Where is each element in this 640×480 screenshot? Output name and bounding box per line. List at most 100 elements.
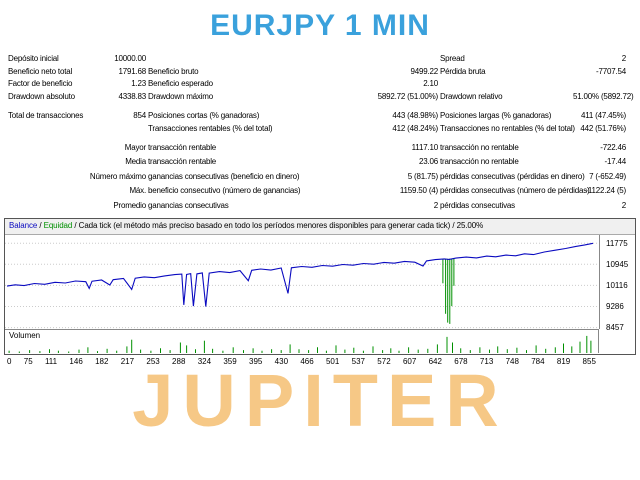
x-axis-label: 784	[531, 356, 545, 366]
stat-label	[440, 77, 573, 90]
legend-separator: /	[37, 220, 44, 230]
x-axis-label: 359	[223, 356, 237, 366]
legend-model-description: Cada tick (el método más preciso basado …	[78, 220, 484, 230]
x-axis-label: 642	[428, 356, 442, 366]
stat-label: ganancias consecutivas	[148, 200, 229, 210]
x-axis-label: 75	[23, 356, 33, 366]
x-axis-label: 111	[44, 356, 58, 366]
stat-label: Drawdown máximo	[148, 91, 214, 101]
stat-value: 4338.83	[118, 91, 146, 101]
x-axis-label: 146	[69, 356, 83, 366]
stat-label: transacción rentable	[148, 157, 217, 167]
stat-label: Beneficio esperado	[148, 79, 213, 89]
stats-row-deposit: Depósito inicial 10000.00 Spread 2	[8, 52, 628, 65]
x-axis-label: 288	[172, 356, 186, 366]
stat-value: 2	[433, 200, 438, 210]
stat-value: 442 (51.76%)	[580, 123, 626, 133]
stat-value: 1.23	[131, 79, 146, 89]
stat-label: pérdidas consecutivas (número de pérdida…	[440, 186, 590, 196]
stat-group-label: Máx.	[129, 186, 146, 196]
page-title: EURJPY 1 MIN	[210, 9, 430, 42]
stat-label: Transacciones no rentables (% del total)	[440, 123, 575, 133]
stats-row-largest: Mayor transacción rentable 1117.10 trans…	[8, 135, 628, 154]
stat-label: pérdidas consecutivas	[440, 200, 515, 210]
stat-label: beneficio consecutivo (número de gananci…	[148, 186, 301, 196]
stat-label	[8, 122, 104, 135]
stat-value: 1159.50 (4)	[399, 186, 438, 196]
legend-equity-label: Equidad	[43, 220, 73, 230]
stat-value	[348, 52, 440, 65]
x-axis-labels: 0 75 111 146 182 217 253 288 324 359 395 430 466 501 5…	[7, 357, 596, 366]
stats-row-max-consecutive: Número máximo ganancias consecutivas (be…	[8, 168, 628, 183]
stat-label: ganancias consecutivas (beneficio en din…	[148, 171, 300, 181]
chart-legend: Balance / Equidad / Cada tick (el método…	[5, 218, 635, 235]
stat-label: Transacciones rentables (% del total)	[148, 123, 273, 133]
stat-label: Posiciones cortas (% ganadoras)	[148, 111, 260, 121]
x-axis-label: 537	[351, 356, 365, 366]
legend-separator: /	[72, 220, 79, 230]
stat-group-label: Promedio	[113, 200, 146, 210]
stats-row-profit-trades: Transacciones rentables (% del total) 41…	[8, 122, 628, 135]
volume-label: Volumen	[9, 330, 41, 340]
x-axis-label: 819	[556, 356, 571, 366]
stat-value: 23.06	[418, 157, 438, 167]
legend-balance-label: Balance	[9, 220, 38, 230]
stat-value: 2	[621, 200, 626, 210]
stat-group-label: Media	[125, 157, 146, 167]
stat-value: 1117.10	[411, 142, 439, 152]
stat-value: 10000.00	[114, 54, 146, 63]
y-axis-label: 10945	[606, 259, 629, 269]
stat-value: -7707.54	[596, 66, 626, 76]
stat-value: 2	[621, 54, 626, 63]
stat-value: 5 (81.75)	[407, 171, 438, 181]
watermark: JUPITER	[132, 358, 508, 442]
stats-row-drawdown: Drawdown absoluto 4338.83 Drawdown máxim…	[8, 90, 634, 103]
stat-value: 5892.72 (51.00%)	[377, 91, 439, 101]
y-axis-label: 10116	[606, 280, 628, 290]
stat-value: 411 (47.45%)	[580, 111, 626, 121]
stat-label: transacción rentable	[148, 142, 217, 152]
x-axis-label: 855	[582, 356, 596, 366]
x-axis-label: 217	[120, 356, 135, 366]
y-axis-label: 9286	[606, 302, 624, 312]
stat-label: Posiciones largas (% ganadoras)	[440, 111, 552, 121]
x-axis-label: 501	[325, 356, 340, 366]
stat-label: Factor de beneficio	[8, 79, 73, 89]
x-axis-label: 395	[249, 356, 263, 366]
balance-chart: Balance / Equidad / Cada tick (el método…	[4, 217, 636, 355]
stat-value: -722.46	[600, 142, 626, 152]
stat-label: Spread	[440, 54, 465, 63]
stat-label: Beneficio bruto	[148, 66, 199, 76]
stat-value	[104, 122, 148, 135]
x-axis-label: 324	[197, 356, 212, 366]
stat-label: Drawdown absoluto	[8, 91, 75, 101]
stat-label: Pérdida bruta	[440, 66, 486, 76]
y-axis-labels: 11775 10945 10116 9286 8457	[604, 235, 640, 354]
stat-value	[573, 77, 628, 90]
volume-plot	[8, 335, 592, 353]
y-axis-label: 11775	[606, 238, 628, 248]
balance-plot	[5, 234, 600, 329]
stats-table: Depósito inicial 10000.00 Spread 2 Benef…	[8, 52, 634, 212]
stat-label: Drawdown relativo	[440, 91, 503, 101]
stats-row-maximal-consecutive: Máx. beneficio consecutivo (número de ga…	[8, 182, 628, 197]
x-axis-label: 607	[402, 356, 417, 366]
stats-row-total-trades: Total de transacciones 854 Posiciones co…	[8, 102, 628, 122]
stat-value: 854	[133, 111, 146, 121]
stat-value: 7 (-652.49)	[589, 171, 626, 181]
x-axis-label: 678	[454, 356, 468, 366]
x-axis-label: 713	[479, 356, 494, 366]
x-axis-label: 466	[300, 356, 314, 366]
stat-value: -1122.24 (5)	[585, 186, 626, 196]
y-axis-label: 8457	[606, 323, 624, 333]
stat-value: 443 (48.98%)	[392, 111, 438, 121]
x-axis-label: 430	[274, 356, 289, 366]
stat-label: transacción no rentable	[440, 157, 519, 167]
stat-label: pérdidas consecutivas (pérdidas en diner…	[440, 171, 585, 181]
volume-pane: Volumen	[5, 328, 599, 353]
chart-body: Volumen 11775 10945 10116 9286 8457	[5, 234, 635, 354]
x-axis-label: 182	[95, 356, 109, 366]
x-axis-label: 748	[505, 356, 519, 366]
stat-label: Depósito inicial	[8, 54, 59, 63]
